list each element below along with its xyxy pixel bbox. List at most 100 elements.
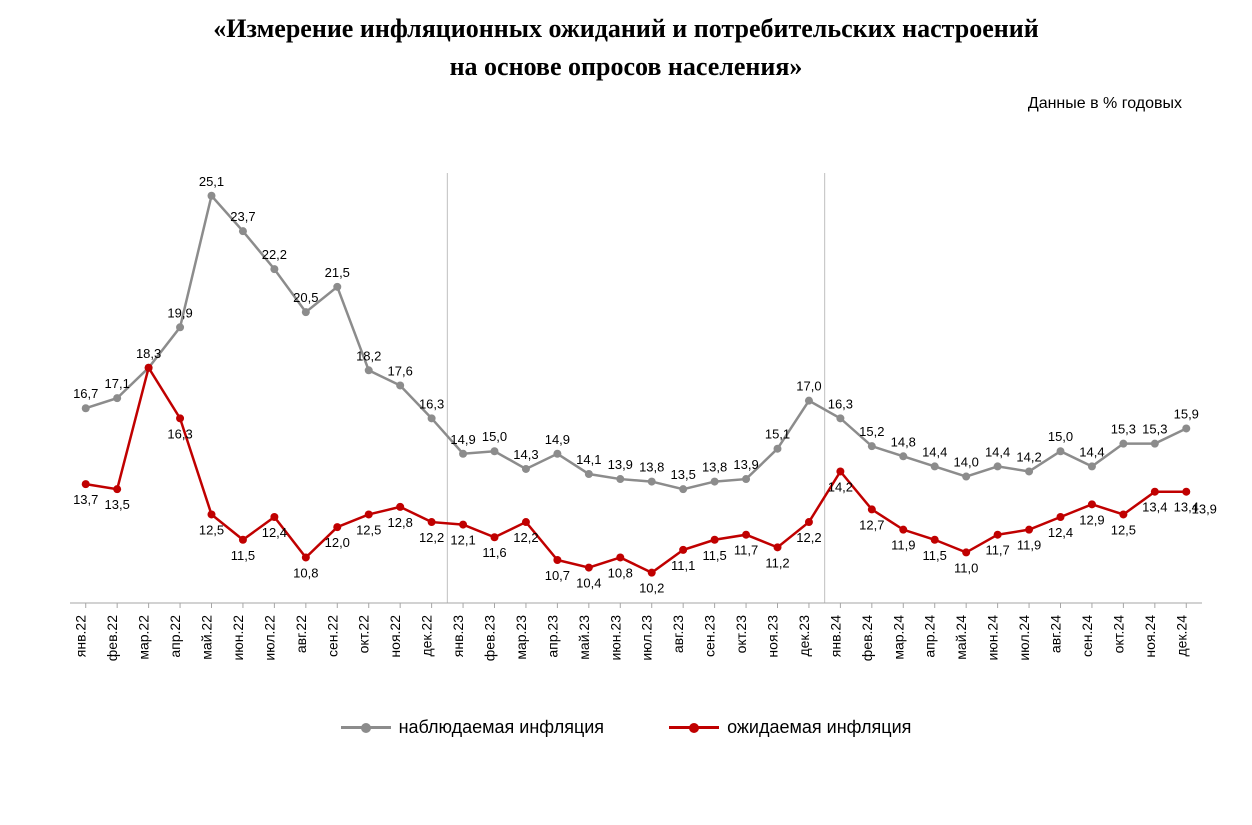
data-marker (711, 478, 719, 486)
legend-swatch-observed (341, 726, 391, 729)
data-marker (270, 265, 278, 273)
data-marker (899, 526, 907, 534)
data-marker (365, 367, 373, 375)
x-axis-label: ноя.24 (1142, 615, 1158, 658)
data-label: 11,9 (891, 538, 915, 553)
x-axis-label: июл.24 (1016, 615, 1032, 661)
legend-label-expected: ожидаемая инфляция (727, 717, 911, 738)
x-axis-label: май.23 (576, 615, 592, 660)
data-marker (333, 283, 341, 291)
data-marker (491, 448, 499, 456)
data-marker (868, 506, 876, 514)
data-marker (302, 308, 310, 316)
data-label: 14,4 (922, 445, 947, 460)
data-label: 17,0 (796, 379, 821, 394)
chart-subtitle: Данные в % годовых (0, 95, 1182, 113)
data-label: 10,7 (545, 568, 570, 583)
data-label: 12,8 (388, 515, 413, 530)
data-marker (774, 445, 782, 453)
data-label: 10,8 (293, 566, 318, 581)
data-label: 12,2 (419, 530, 444, 545)
x-axis-label: июн.22 (230, 615, 246, 661)
data-marker (491, 534, 499, 542)
data-label: 12,2 (513, 530, 538, 545)
x-axis-label: янв.23 (450, 615, 466, 657)
data-label: 13,5 (105, 498, 130, 513)
x-axis-label: авг.22 (293, 615, 309, 653)
data-marker (396, 503, 404, 511)
data-marker (396, 382, 404, 390)
x-axis-label: мар.23 (513, 615, 529, 660)
data-marker (1088, 501, 1096, 509)
data-label: 11,0 (954, 561, 978, 576)
data-marker (1151, 440, 1159, 448)
data-label: 14,9 (545, 432, 570, 447)
data-marker (208, 511, 216, 519)
data-label: 12,5 (199, 523, 224, 538)
data-marker (145, 364, 153, 372)
data-label: 12,4 (262, 525, 287, 540)
data-label: 14,9 (450, 432, 475, 447)
data-marker (616, 475, 624, 483)
x-axis-label: дек.23 (796, 615, 812, 657)
data-label: 16,3 (419, 397, 444, 412)
data-label: 14,3 (513, 447, 538, 462)
data-label: 13,9 (608, 457, 633, 472)
x-axis-label: авг.24 (1048, 615, 1064, 653)
data-marker (805, 397, 813, 405)
data-label: 15,3 (1142, 422, 1167, 437)
data-label: 12,2 (796, 530, 821, 545)
data-label: 13,5 (671, 468, 696, 483)
data-marker (82, 480, 90, 488)
data-marker (553, 450, 561, 458)
data-label: 19,9 (167, 306, 192, 321)
data-marker (333, 523, 341, 531)
data-label: 14,4 (985, 445, 1010, 460)
data-label: 12,9 (1079, 513, 1104, 528)
data-label: 21,5 (325, 265, 350, 280)
data-marker (711, 536, 719, 544)
x-axis-label: фев.23 (482, 615, 498, 661)
legend-label-observed: наблюдаемая инфляция (399, 717, 605, 738)
data-marker (176, 415, 184, 423)
data-marker (899, 453, 907, 461)
data-marker (270, 513, 278, 521)
x-axis-label: июл.23 (639, 615, 655, 661)
data-label: 13,8 (639, 460, 664, 475)
line-chart: янв.22фев.22мар.22апр.22май.22июн.22июл.… (30, 143, 1222, 703)
chart-legend: наблюдаемая инфляция ожидаемая инфляция (0, 713, 1252, 738)
data-label: 15,0 (482, 430, 507, 445)
data-marker (648, 478, 656, 486)
data-marker (1151, 488, 1159, 496)
data-marker (428, 518, 436, 526)
data-label: 11,5 (923, 548, 947, 563)
data-label: 18,3 (136, 346, 161, 361)
data-marker (648, 569, 656, 577)
data-label: 13,9 (733, 457, 758, 472)
x-axis-label: окт.23 (733, 615, 749, 654)
data-marker (931, 536, 939, 544)
data-marker (1057, 513, 1065, 521)
data-marker (962, 473, 970, 481)
data-label: 10,8 (608, 566, 633, 581)
data-label: 14,4 (1079, 445, 1104, 460)
x-axis-label: янв.22 (73, 615, 89, 657)
data-label: 18,2 (356, 349, 381, 364)
data-marker (553, 556, 561, 564)
data-label: 14,0 (954, 455, 979, 470)
data-marker (1119, 440, 1127, 448)
x-axis-label: сен.23 (702, 615, 718, 657)
data-label: 14,2 (828, 480, 853, 495)
data-label: 12,4 (1048, 525, 1073, 540)
x-axis-label: окт.24 (1110, 615, 1126, 654)
x-axis-label: авг.23 (670, 615, 686, 653)
data-label: 12,5 (1111, 523, 1136, 538)
data-marker (585, 470, 593, 478)
data-label: 17,1 (105, 376, 130, 391)
data-marker (113, 486, 121, 494)
data-marker (176, 324, 184, 332)
data-marker (1182, 488, 1190, 496)
data-marker (459, 521, 467, 529)
x-axis-label: ноя.23 (765, 615, 781, 658)
data-label: 15,9 (1174, 407, 1199, 422)
